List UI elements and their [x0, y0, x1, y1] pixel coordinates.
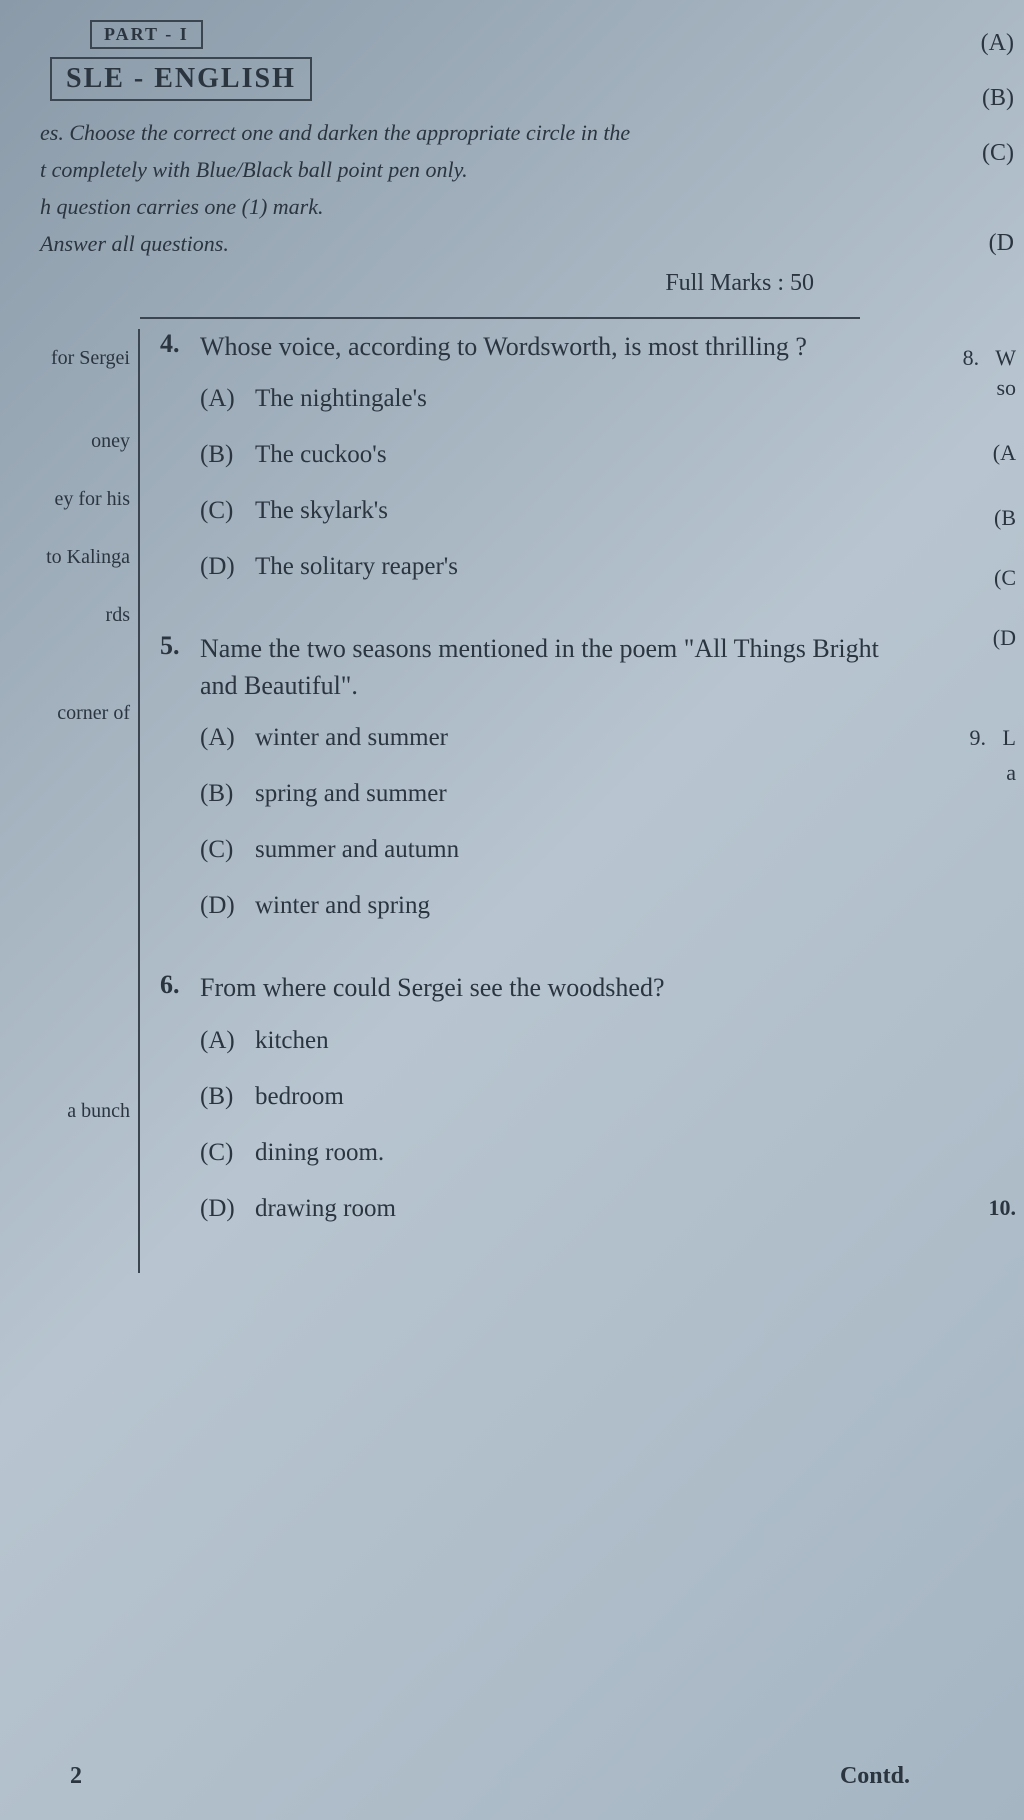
opt-text: bedroom: [255, 1083, 914, 1111]
options-block: (A) winter and summer (B) spring and sum…: [200, 724, 914, 920]
opt-text: winter and summer: [255, 724, 914, 752]
left-frag-4: to Kalinga: [30, 543, 130, 571]
part-label: PART - I: [104, 24, 189, 45]
right-column: 8. W so (A (B (C (D 9. L a 10.: [914, 329, 994, 1273]
option-d[interactable]: (D) winter and spring: [200, 892, 914, 920]
opt-letter: (D): [200, 892, 255, 920]
opt-text: spring and summer: [255, 780, 914, 808]
left-frag-3: ey for his: [30, 485, 130, 513]
opt-text: The solitary reaper's: [255, 553, 914, 581]
right-opt-d: (D: [989, 230, 1014, 257]
instructions-block: es. Choose the correct one and darken th…: [40, 116, 994, 260]
opt-text: The skylark's: [255, 497, 914, 525]
q-number: 4.: [160, 329, 200, 365]
right-q10: 10.: [989, 1195, 1017, 1221]
right-opt-a: (A): [981, 30, 1014, 57]
option-a[interactable]: (A) kitchen: [200, 1027, 914, 1055]
q8-num: 8.: [963, 345, 980, 370]
opt-text: The cuckoo's: [255, 441, 914, 469]
divider-line: [140, 317, 860, 319]
question-4: 4. Whose voice, according to Wordsworth,…: [160, 329, 914, 581]
options-block: (A) kitchen (B) bedroom (C) dining room.…: [200, 1027, 914, 1223]
opt-letter: (B): [200, 1083, 255, 1111]
page-footer: 2 Contd.: [30, 1763, 990, 1790]
opt-letter: (A): [200, 385, 255, 413]
options-block: (A) The nightingale's (B) The cuckoo's (…: [200, 385, 914, 581]
question-6: 6. From where could Sergei see the woods…: [160, 970, 914, 1222]
option-c[interactable]: (C) dining room.: [200, 1139, 914, 1167]
q-text: Whose voice, according to Wordsworth, is…: [200, 329, 914, 365]
right-opt-c: (C): [982, 140, 1014, 167]
main-column: 4. Whose voice, according to Wordsworth,…: [140, 329, 914, 1273]
option-b[interactable]: (B) bedroom: [200, 1083, 914, 1111]
right-opt-c2: (C: [994, 565, 1016, 591]
q9-text: L: [1003, 725, 1016, 750]
opt-letter: (D): [200, 553, 255, 581]
instruction-line-2: t completely with Blue/Black ball point …: [40, 153, 994, 186]
left-column-fragments: for Sergei oney ey for his to Kalinga rd…: [30, 329, 140, 1273]
question-row: 6. From where could Sergei see the woods…: [160, 970, 914, 1006]
left-frag-7: a bunch: [30, 1097, 130, 1125]
subject-header-box: SLE - ENGLISH: [50, 57, 312, 101]
right-q8-sub: so: [996, 375, 1016, 401]
instruction-line-4: Answer all questions.: [40, 227, 994, 260]
option-b[interactable]: (B) spring and summer: [200, 780, 914, 808]
right-q9-sub: a: [1006, 760, 1016, 786]
right-opt-b: (B): [982, 85, 1014, 112]
opt-letter: (A): [200, 1027, 255, 1055]
left-frag-5: rds: [30, 601, 130, 629]
opt-text: dining room.: [255, 1139, 914, 1167]
exam-page: PART - I SLE - ENGLISH (A) (B) (C) (D es…: [0, 0, 1024, 1820]
option-c[interactable]: (C) The skylark's: [200, 497, 914, 525]
option-a[interactable]: (A) winter and summer: [200, 724, 914, 752]
full-marks: Full Marks : 50: [30, 270, 814, 297]
q-text: Name the two seasons mentioned in the po…: [200, 631, 914, 704]
option-d[interactable]: (D) The solitary reaper's: [200, 553, 914, 581]
opt-letter: (B): [200, 441, 255, 469]
contd-label: Contd.: [840, 1763, 910, 1790]
opt-text: drawing room: [255, 1195, 914, 1223]
q-text: From where could Sergei see the woodshed…: [200, 970, 914, 1006]
opt-text: kitchen: [255, 1027, 914, 1055]
opt-letter: (D): [200, 1195, 255, 1223]
part-header-box: PART - I: [90, 20, 203, 49]
subject-label: SLE - ENGLISH: [66, 63, 296, 95]
opt-letter: (B): [200, 780, 255, 808]
question-5: 5. Name the two seasons mentioned in the…: [160, 631, 914, 920]
page-number: 2: [70, 1763, 82, 1790]
option-c[interactable]: (C) summer and autumn: [200, 836, 914, 864]
right-q9: 9. L: [970, 725, 1016, 751]
option-d[interactable]: (D) drawing room: [200, 1195, 914, 1223]
question-row: 4. Whose voice, according to Wordsworth,…: [160, 329, 914, 365]
left-frag-1: for Sergei: [30, 344, 130, 372]
content-area: for Sergei oney ey for his to Kalinga rd…: [30, 329, 994, 1273]
q8-text: W: [995, 345, 1016, 370]
right-opt-d2: (D: [993, 625, 1016, 651]
opt-letter: (A): [200, 724, 255, 752]
right-opt-a2: (A: [993, 440, 1016, 466]
question-row: 5. Name the two seasons mentioned in the…: [160, 631, 914, 704]
opt-letter: (C): [200, 497, 255, 525]
instruction-line-1: es. Choose the correct one and darken th…: [40, 116, 994, 149]
opt-letter: (C): [200, 836, 255, 864]
opt-letter: (C): [200, 1139, 255, 1167]
q-number: 6.: [160, 970, 200, 1006]
left-frag-6: corner of: [30, 699, 130, 727]
opt-text: summer and autumn: [255, 836, 914, 864]
right-q8: 8. W: [963, 345, 1016, 371]
option-b[interactable]: (B) The cuckoo's: [200, 441, 914, 469]
opt-text: winter and spring: [255, 892, 914, 920]
opt-text: The nightingale's: [255, 385, 914, 413]
instruction-line-3: h question carries one (1) mark.: [40, 190, 994, 223]
q9-num: 9.: [970, 725, 987, 750]
left-frag-2: oney: [30, 427, 130, 455]
q-number: 5.: [160, 631, 200, 704]
right-opt-b2: (B: [994, 505, 1016, 531]
option-a[interactable]: (A) The nightingale's: [200, 385, 914, 413]
